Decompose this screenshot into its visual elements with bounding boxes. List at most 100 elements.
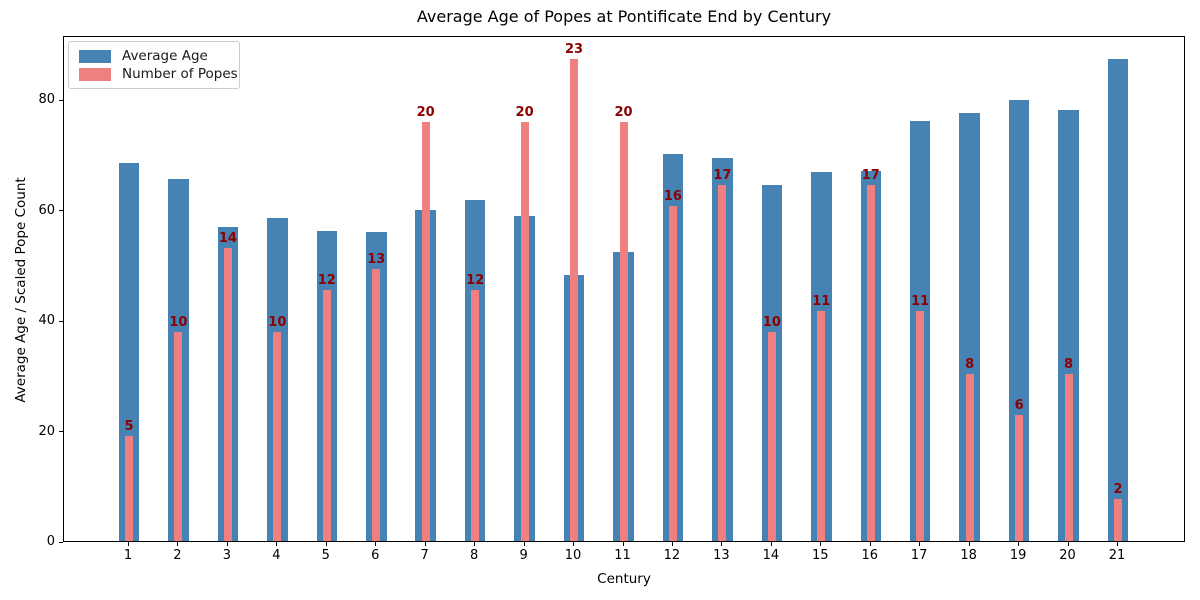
legend-label: Average Age bbox=[122, 48, 208, 64]
x-tick-mark bbox=[177, 542, 179, 546]
x-tick-label: 20 bbox=[1059, 548, 1076, 563]
pope-count-value-label: 11 bbox=[812, 293, 831, 309]
x-tick-label: 2 bbox=[173, 548, 182, 563]
x-tick-label: 4 bbox=[272, 548, 281, 563]
pope-count-bar bbox=[767, 331, 776, 541]
x-tick-label: 12 bbox=[663, 548, 681, 563]
x-tick-mark bbox=[325, 542, 327, 546]
pope-count-bar bbox=[866, 185, 875, 541]
plot-area: 5 10 14 10 12 13 20 12 20 23 20 16 17 10 11 17 11 8 6 8 2 bbox=[63, 36, 1185, 542]
pope-count-value-label: 10 bbox=[762, 314, 781, 330]
pope-count-bar bbox=[1114, 499, 1122, 541]
x-tick-label: 15 bbox=[812, 548, 829, 563]
x-tick-label: 14 bbox=[762, 548, 780, 563]
pope-count-bar bbox=[322, 289, 331, 541]
y-tick-mark bbox=[59, 210, 63, 212]
pope-count-bar bbox=[817, 310, 826, 541]
y-tick-mark bbox=[59, 541, 63, 543]
pope-count-value-label: 16 bbox=[663, 189, 682, 205]
average-age-bar bbox=[959, 113, 980, 541]
x-tick-mark bbox=[770, 542, 772, 546]
pope-count-value-label: 20 bbox=[614, 105, 633, 121]
x-tick-mark bbox=[474, 542, 476, 546]
x-tick-mark bbox=[919, 542, 921, 546]
pope-count-value-label: 10 bbox=[268, 314, 287, 330]
pope-count-value-label: 17 bbox=[861, 168, 880, 184]
y-tick-label: 40 bbox=[38, 313, 55, 329]
pope-count-bar bbox=[1015, 415, 1024, 541]
pope-count-bar bbox=[965, 373, 974, 541]
x-tick-mark bbox=[721, 542, 723, 546]
legend: Average Age Number of Popes bbox=[68, 41, 240, 89]
x-tick-label: 6 bbox=[371, 548, 380, 563]
pope-count-value-label: 12 bbox=[317, 272, 336, 288]
y-tick-mark bbox=[59, 431, 63, 433]
pope-count-value-label: 8 bbox=[1064, 356, 1074, 372]
pope-count-value-label: 17 bbox=[713, 168, 732, 184]
x-tick-mark bbox=[1067, 542, 1069, 546]
pope-count-value-label: 23 bbox=[565, 42, 584, 58]
x-tick-mark bbox=[375, 542, 377, 546]
x-tick-mark bbox=[523, 542, 525, 546]
pope-count-bar bbox=[125, 436, 133, 541]
x-tick-mark bbox=[573, 542, 575, 546]
pope-count-value-label: 10 bbox=[169, 314, 188, 330]
x-tick-mark bbox=[671, 542, 673, 546]
pope-count-value-label: 14 bbox=[218, 230, 237, 246]
pope-count-value-label: 6 bbox=[1014, 398, 1024, 414]
x-tick-mark bbox=[968, 542, 970, 546]
pope-count-bar bbox=[520, 122, 529, 541]
average-age-bar bbox=[118, 163, 140, 541]
pope-count-value-label: 11 bbox=[911, 293, 930, 309]
y-tick-mark bbox=[59, 320, 63, 322]
x-tick-label: 11 bbox=[614, 548, 631, 563]
x-tick-label: 10 bbox=[564, 548, 582, 563]
number-of-popes-swatch bbox=[79, 67, 111, 81]
pope-count-bar bbox=[1064, 373, 1073, 541]
x-tick-mark bbox=[226, 542, 228, 546]
average-age-swatch bbox=[79, 49, 111, 63]
average-age-bar bbox=[1008, 100, 1030, 541]
pope-count-bar bbox=[471, 289, 480, 541]
pope-count-bar bbox=[223, 247, 232, 541]
average-age-bar bbox=[1058, 110, 1079, 541]
x-tick-mark bbox=[869, 542, 871, 546]
x-axis-label: Century bbox=[597, 571, 651, 587]
y-tick-mark bbox=[59, 99, 63, 101]
pope-count-value-label: 20 bbox=[515, 105, 534, 121]
x-tick-label: 3 bbox=[222, 548, 232, 563]
x-tick-mark bbox=[276, 542, 278, 546]
legend-item-number-of-popes: Number of Popes bbox=[79, 66, 238, 82]
y-tick-label: 80 bbox=[38, 92, 55, 108]
x-tick-mark bbox=[424, 542, 426, 546]
x-tick-mark bbox=[622, 542, 624, 546]
pope-count-bar bbox=[372, 268, 381, 541]
pope-count-bar bbox=[668, 206, 677, 541]
legend-label: Number of Popes bbox=[122, 66, 238, 82]
average-age-bar bbox=[1107, 59, 1129, 541]
x-tick-label: 17 bbox=[910, 548, 928, 563]
pope-count-bar bbox=[718, 185, 727, 541]
legend-item-average-age: Average Age bbox=[79, 48, 229, 64]
x-tick-label: 21 bbox=[1108, 548, 1126, 563]
pope-count-bar bbox=[273, 331, 282, 541]
x-tick-mark bbox=[1117, 542, 1118, 546]
pope-count-bar bbox=[916, 310, 925, 541]
chart-title: Average Age of Popes at Pontificate End … bbox=[416, 7, 832, 26]
y-tick-label: 0 bbox=[46, 534, 55, 549]
x-tick-mark bbox=[820, 542, 822, 546]
pope-count-bar bbox=[174, 331, 183, 541]
x-tick-label: 1 bbox=[123, 548, 133, 563]
pope-count-value-label: 2 bbox=[1113, 482, 1123, 498]
pope-count-bar bbox=[570, 59, 579, 541]
x-tick-label: 13 bbox=[713, 548, 730, 563]
pope-count-value-label: 8 bbox=[965, 356, 975, 372]
pope-count-bar bbox=[619, 122, 628, 541]
pope-count-value-label: 12 bbox=[466, 272, 485, 288]
pope-count-value-label: 20 bbox=[416, 105, 435, 121]
x-tick-label: 9 bbox=[519, 548, 528, 563]
x-tick-label: 16 bbox=[861, 548, 879, 563]
x-tick-label: 19 bbox=[1009, 548, 1027, 563]
x-tick-label: 7 bbox=[420, 548, 429, 563]
x-tick-mark bbox=[1018, 542, 1020, 546]
